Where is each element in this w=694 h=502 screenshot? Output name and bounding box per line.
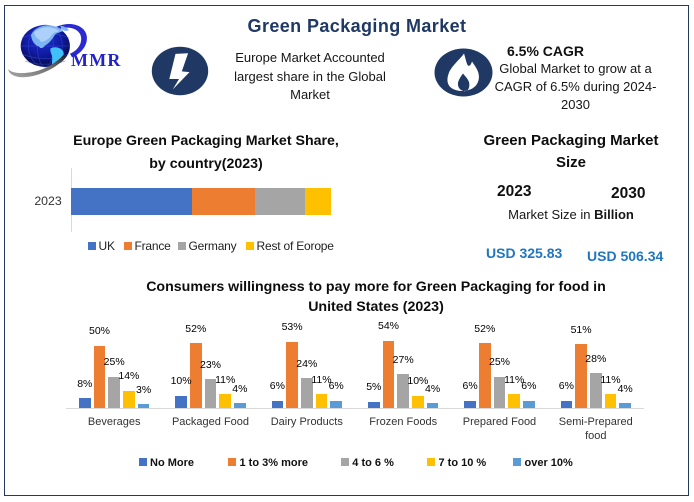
- svg-text:MMR: MMR: [71, 50, 122, 70]
